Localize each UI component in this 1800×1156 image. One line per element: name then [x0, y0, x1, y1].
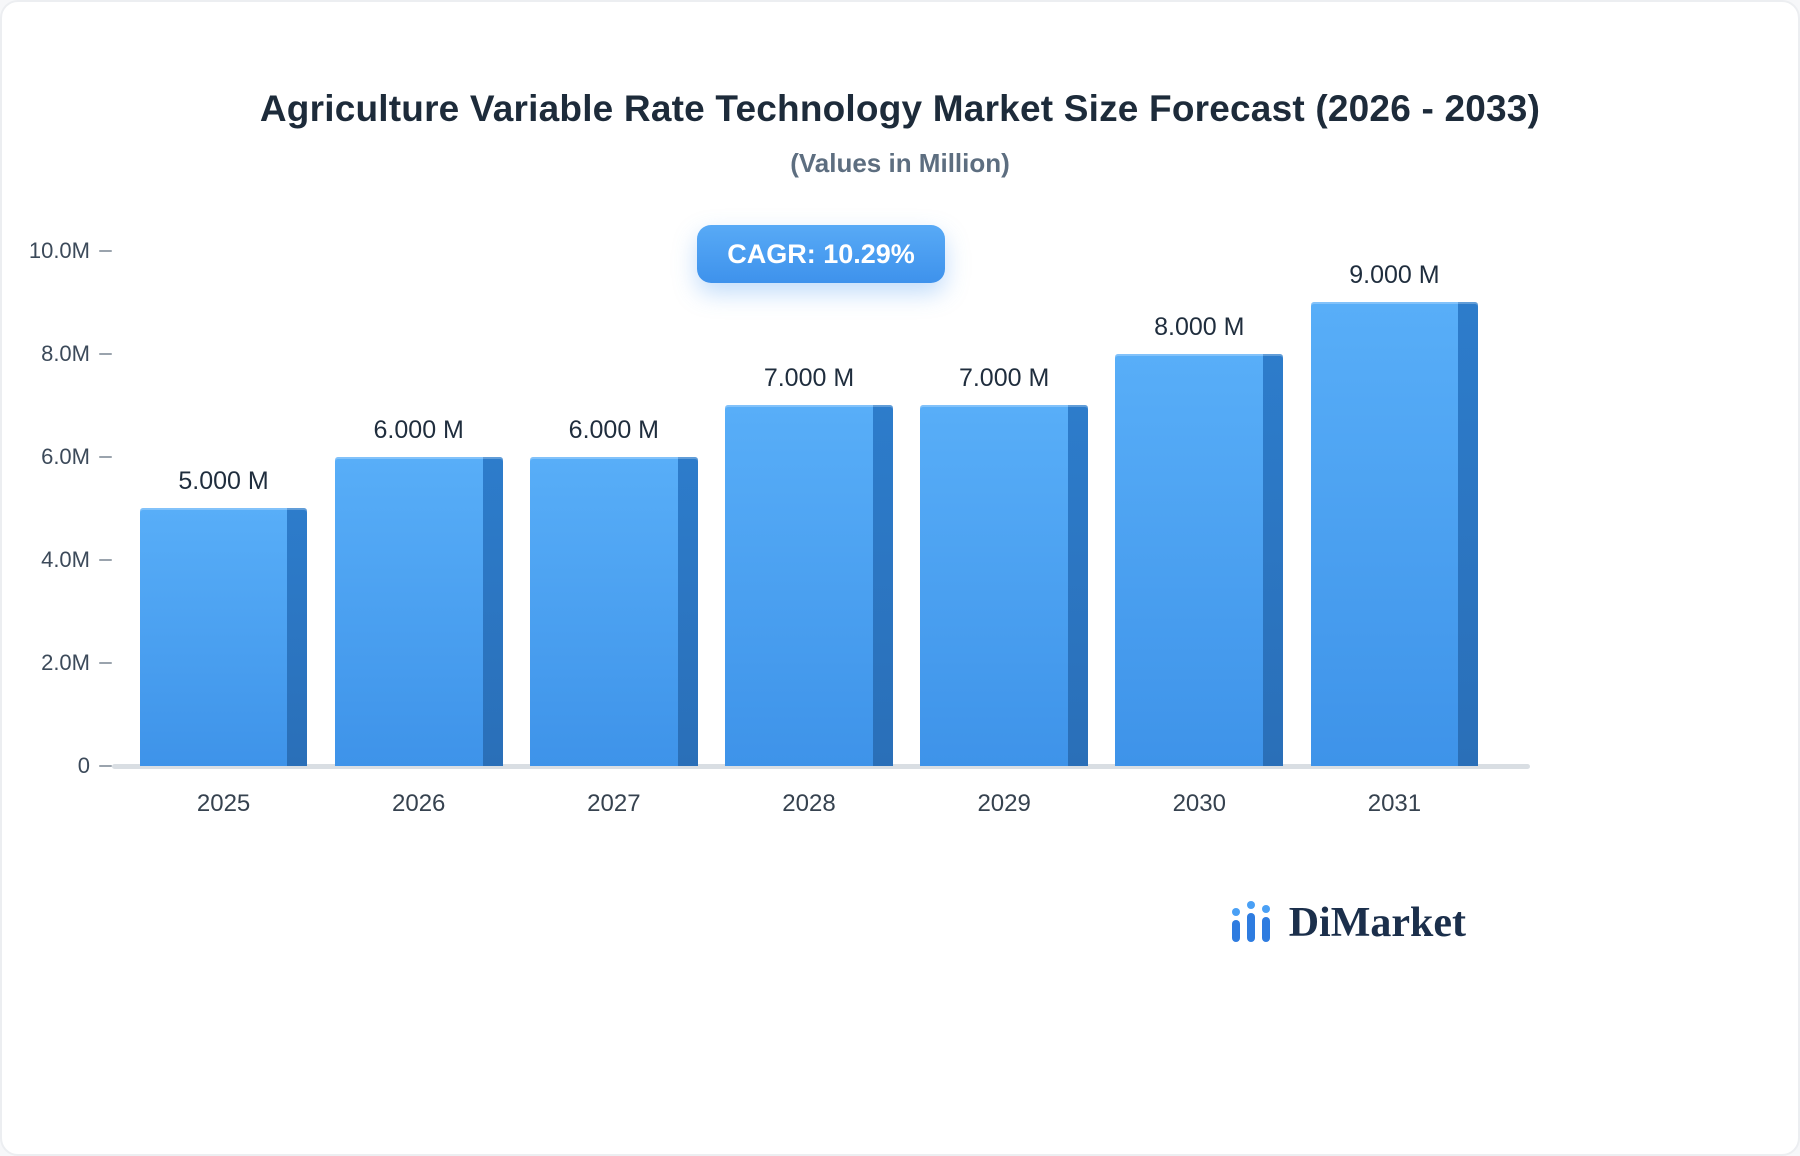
tick-mark [99, 250, 112, 252]
bar-value-label: 8.000 M [1154, 313, 1245, 341]
x-axis-label: 2026 [392, 790, 446, 817]
x-axis-label: 2031 [1367, 790, 1422, 817]
brand-name: DiMarket [1288, 900, 1466, 946]
y-tick-label: 10.0M [28, 238, 90, 263]
tick-mark [99, 353, 112, 355]
y-tick: 2.0M [41, 650, 112, 676]
bar-value-label: 7.000 M [763, 364, 855, 392]
y-tick-label: 4.0M [41, 547, 90, 572]
y-tick: 6.0M [41, 444, 112, 470]
bar [1310, 302, 1479, 766]
y-tick-label: 0 [77, 753, 90, 778]
x-axis-label: 2025 [196, 790, 251, 817]
bar-value-label: 6.000 M [568, 416, 660, 444]
y-tick: 8.0M [41, 341, 112, 367]
tick-mark [99, 456, 112, 458]
bar [334, 457, 503, 766]
badge-row: CAGR: 10.29% [112, 225, 1530, 283]
bar-value-label: 9.000 M [1349, 261, 1440, 289]
y-tick-label: 6.0M [41, 444, 90, 469]
x-labels: 2025 2026 2027 2028 2029 2030 2031 [112, 790, 1530, 818]
brand-logo: DiMarket [1227, 898, 1466, 944]
x-axis-label: 2028 [782, 790, 836, 817]
y-tick: 0 [78, 753, 112, 779]
bar-value-label: 5.000 M [178, 467, 269, 495]
bar [725, 405, 893, 766]
y-tick: 4.0M [41, 547, 112, 573]
plot-area: 5.000 M 6.000 M 6.000 M 7.000 M 7.000 M 8.000… [112, 251, 1530, 818]
y-tick-label: 8.0M [41, 341, 90, 366]
cagr-badge: CAGR: 10.29% [697, 225, 945, 283]
chart-subtitle: (Values in Million) [790, 148, 1010, 178]
chart-header: Agriculture Variable Rate Technology Mar… [2, 2, 1798, 179]
y-axis: 0 2.0M 4.0M 6.0M 8.0M 10.0M [2, 238, 112, 778]
bar-value-label: 6.000 M [373, 416, 464, 444]
chart-title: Agriculture Variable Rate Technology Mar… [259, 88, 1541, 129]
bar-group: 6.000 M [321, 251, 516, 766]
bar [920, 405, 1089, 766]
tick-mark [99, 662, 112, 664]
tick-mark [99, 559, 112, 561]
y-tick: 10.0M [29, 238, 112, 264]
chart-area: 0 2.0M 4.0M 6.0M 8.0M 10.0M 5.000 M 6.000 M 6.0… [2, 238, 1798, 818]
x-axis-label: 2029 [977, 790, 1031, 817]
bar [139, 508, 308, 766]
x-axis-line [112, 764, 1530, 769]
bar-group: 6.000 M [516, 251, 711, 766]
bar [1115, 354, 1284, 766]
bar-group: 7.000 M [711, 251, 906, 766]
bar-group: 8.000 M [1102, 251, 1297, 766]
bar [529, 457, 698, 766]
x-axis-label: 2030 [1172, 790, 1226, 817]
bar-value-label: 7.000 M [958, 364, 1050, 392]
y-tick-label: 2.0M [41, 650, 90, 675]
bar-group: 9.000 M [1297, 251, 1492, 766]
tick-mark [99, 765, 112, 767]
bar-group: 5.000 M [126, 251, 321, 766]
bar-group: 7.000 M [907, 251, 1102, 766]
bars: 5.000 M 6.000 M 6.000 M 7.000 M 7.000 M 8.000… [112, 251, 1530, 766]
x-axis-label: 2027 [587, 790, 641, 817]
bar-chart-icon [1231, 901, 1270, 942]
